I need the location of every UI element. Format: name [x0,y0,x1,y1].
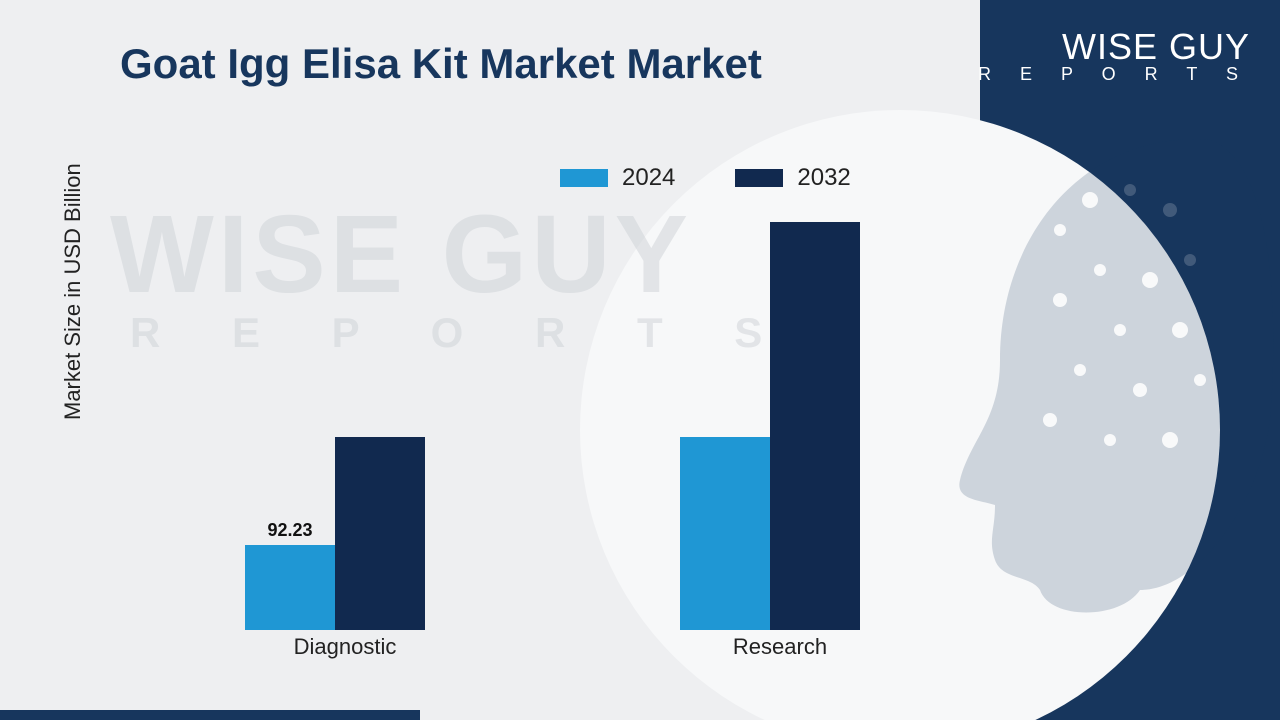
legend: 2024 2032 [560,164,851,192]
brand-line1: WISE GUY [978,26,1250,68]
brand-line2: R E P O R T S [978,64,1250,85]
bar-research-2032 [770,222,860,630]
plot-area: 92.23 [150,190,950,630]
y-axis-label: Market Size in USD Billion [60,163,86,420]
legend-label-2024: 2024 [622,164,675,192]
legend-label-2032: 2032 [797,164,850,192]
brand-logo: WISE GUY R E P O R T S [978,26,1250,85]
bottom-accent-bar [0,710,420,720]
bar-label-diagnostic-2024: 92.23 [245,520,335,541]
stage: WISE GUY R E P O R T S WISE GUY R E P O … [0,0,1280,720]
legend-item-2024: 2024 [560,164,675,192]
chart: Market Size in USD Billion 2024 2032 92.… [90,170,960,670]
category-label-research: Research [680,634,880,660]
bar-research-2024 [680,437,770,630]
legend-swatch-2032 [735,169,783,187]
head-silhouette-icon [940,120,1280,620]
category-label-diagnostic: Diagnostic [245,634,445,660]
bar-diagnostic-2024 [245,545,335,630]
legend-swatch-2024 [560,169,608,187]
chart-title: Goat Igg Elisa Kit Market Market [120,40,762,88]
legend-item-2032: 2032 [735,164,850,192]
bar-diagnostic-2032 [335,437,425,630]
